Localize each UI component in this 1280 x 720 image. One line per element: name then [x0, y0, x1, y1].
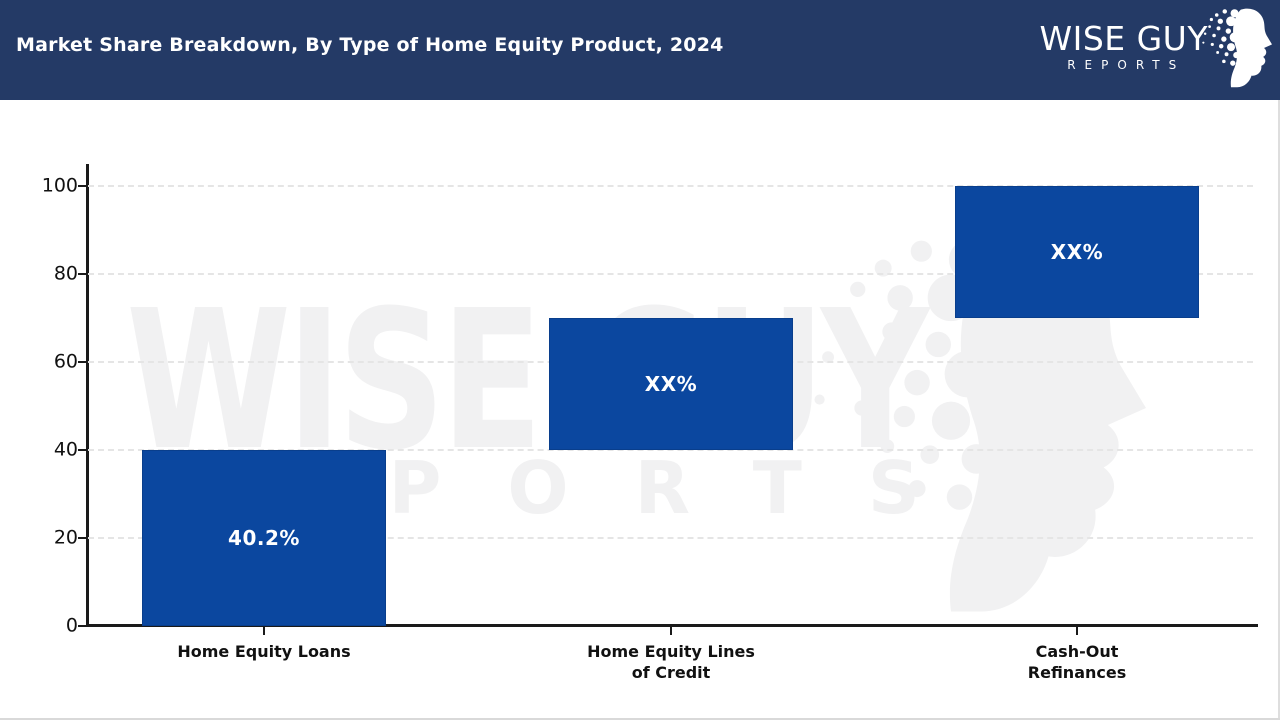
y-tick — [78, 449, 86, 451]
category-label-line: Home Equity Loans — [177, 642, 351, 661]
header: Market Share Breakdown, By Type of Home … — [0, 0, 1280, 100]
category-label-line: Refinances — [1027, 663, 1127, 682]
x-tick — [1076, 627, 1078, 635]
wise-guy-logo: WISE GUY REPORTS — [1039, 0, 1272, 100]
logo-head-icon — [1202, 8, 1272, 88]
gridline — [88, 537, 1253, 539]
gridline — [88, 273, 1253, 275]
bottom-divider — [0, 718, 1280, 720]
bar-2: XX% — [549, 318, 793, 450]
category-label: Home Equity Loans — [177, 641, 350, 662]
bar-value-label: XX% — [1050, 240, 1104, 264]
y-tick-label: 40 — [53, 438, 78, 461]
logo-reports-text: REPORTS — [1067, 58, 1186, 72]
logo-wordmark: WISE GUY — [1039, 19, 1208, 58]
x-axis-line — [86, 624, 1258, 627]
x-tick — [263, 627, 265, 635]
y-tick-label: 100 — [41, 174, 78, 197]
y-tick — [78, 361, 86, 363]
gridline — [88, 449, 1253, 451]
logo-text: WISE GUY REPORTS — [1039, 22, 1208, 72]
y-tick — [78, 537, 86, 539]
page-title: Market Share Breakdown, By Type of Home … — [16, 34, 724, 56]
bar-chart: 0 20 40 60 80 100 40.2% Home Equity Loans XX% Hom… — [0, 100, 1280, 720]
y-axis-line — [86, 164, 89, 627]
category-label-line: Cash-Out — [1035, 642, 1119, 661]
chart-area: WISE GUY REPORTS 0 20 40 60 80 100 40.2% Home E… — [0, 100, 1280, 720]
category-label: Cash-Out Refinances — [1028, 641, 1126, 683]
category-label-line: of Credit — [631, 663, 711, 682]
gridline — [88, 185, 1253, 187]
y-tick-label: 20 — [53, 526, 78, 549]
category-label-line: Home Equity Lines — [587, 642, 755, 661]
x-tick — [670, 627, 672, 635]
y-tick — [78, 625, 86, 627]
y-tick-label: 60 — [53, 350, 78, 373]
y-tick — [78, 273, 86, 275]
bar-value-label: XX% — [644, 372, 698, 396]
watermark-wordmark: WISE GUY — [126, 270, 929, 493]
bar-1: 40.2% — [142, 450, 386, 626]
bar-value-label: 40.2% — [228, 526, 300, 550]
category-label: Home Equity Lines of Credit — [587, 641, 755, 683]
y-tick — [78, 185, 86, 187]
y-tick-label: 0 — [65, 614, 78, 637]
y-tick-label: 80 — [53, 262, 78, 285]
bar-3: XX% — [955, 186, 1199, 318]
